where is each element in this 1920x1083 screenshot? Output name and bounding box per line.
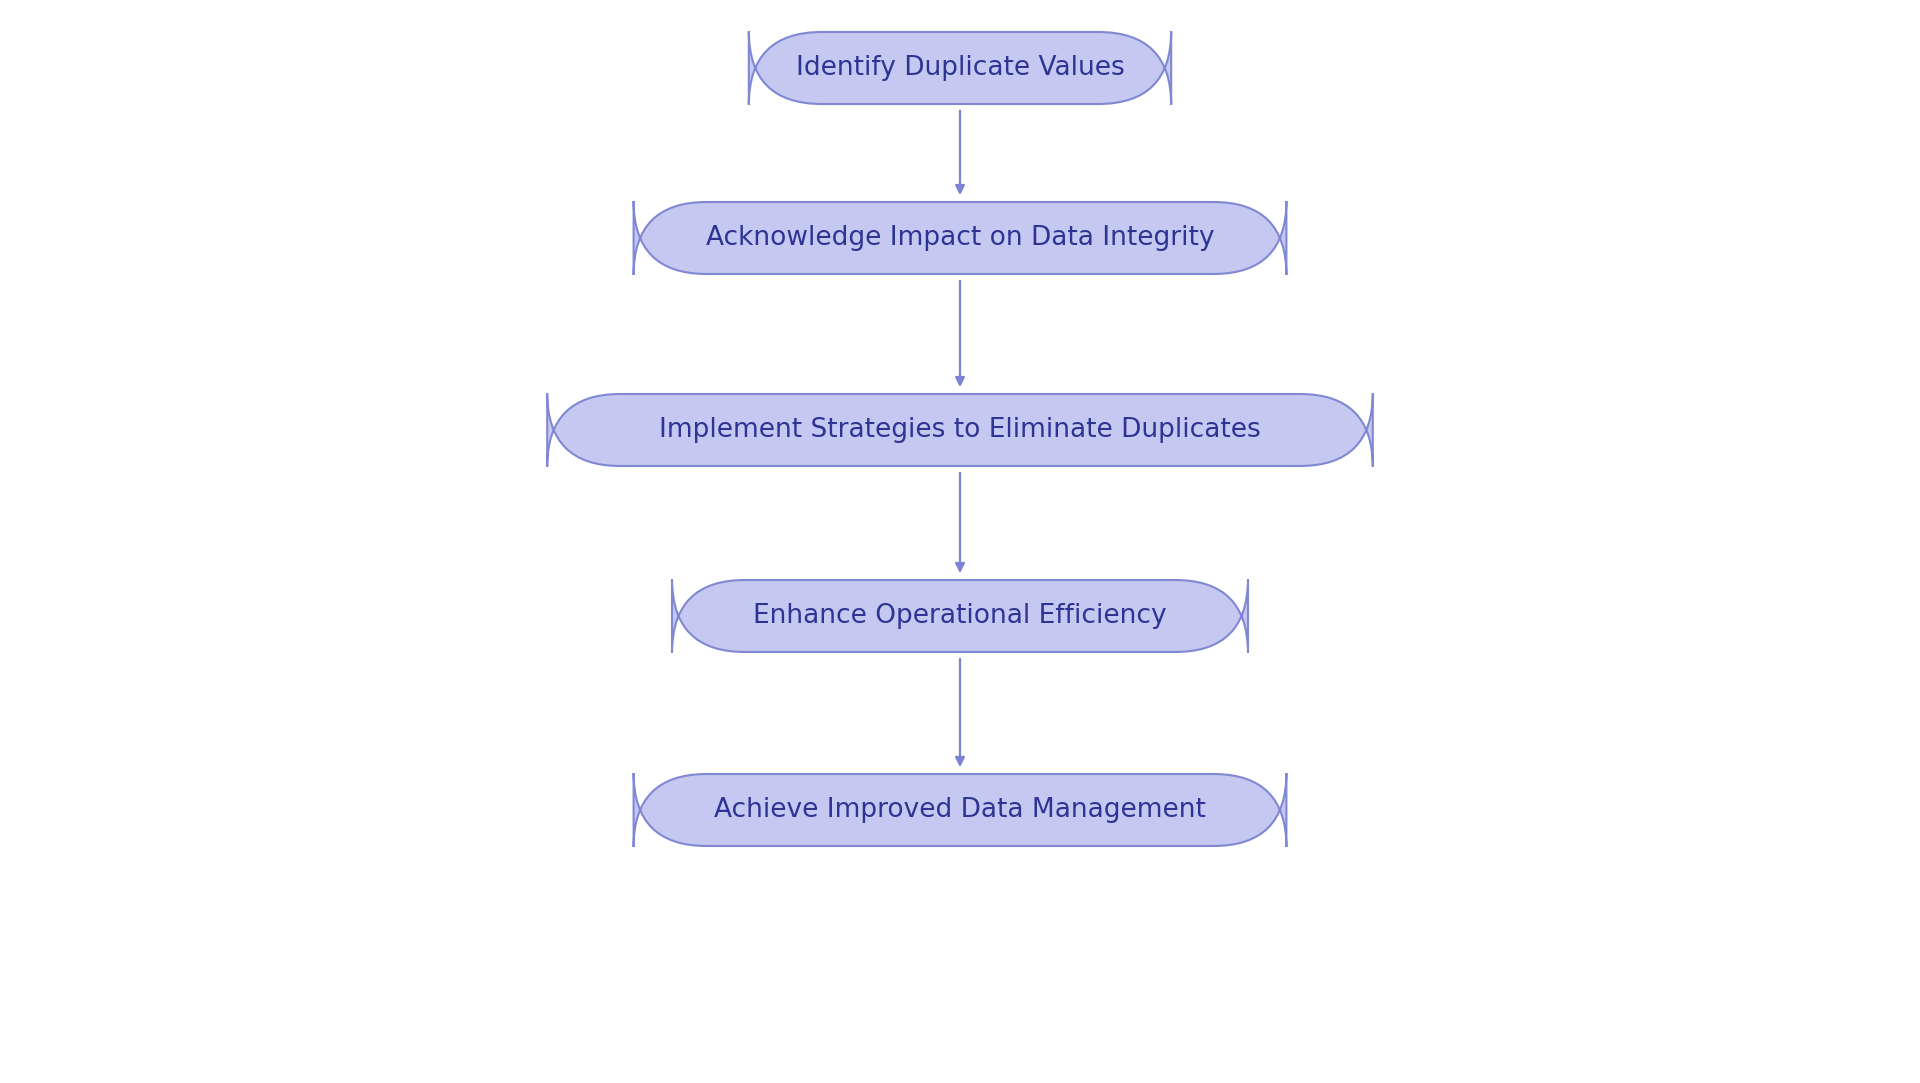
Text: Identify Duplicate Values: Identify Duplicate Values <box>795 55 1125 81</box>
Text: Enhance Operational Efficiency: Enhance Operational Efficiency <box>753 603 1167 629</box>
FancyBboxPatch shape <box>672 579 1248 653</box>
Text: Acknowledge Impact on Data Integrity: Acknowledge Impact on Data Integrity <box>707 225 1213 251</box>
FancyBboxPatch shape <box>547 393 1373 467</box>
Text: Achieve Improved Data Management: Achieve Improved Data Management <box>714 797 1206 823</box>
Text: Implement Strategies to Eliminate Duplicates: Implement Strategies to Eliminate Duplic… <box>659 417 1261 443</box>
FancyBboxPatch shape <box>634 201 1286 275</box>
FancyBboxPatch shape <box>749 31 1171 105</box>
FancyBboxPatch shape <box>634 773 1286 847</box>
